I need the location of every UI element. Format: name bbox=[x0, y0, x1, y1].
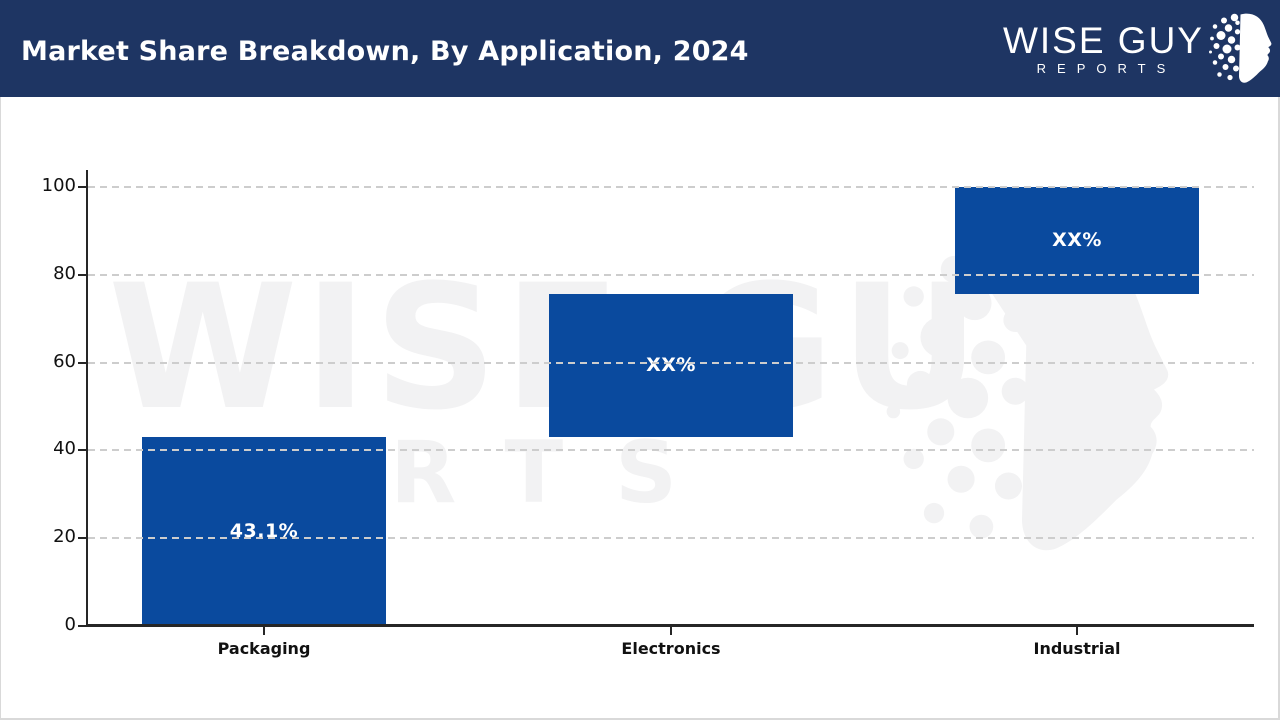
y-tick-label: 20 bbox=[53, 526, 76, 548]
y-tick-mark bbox=[78, 273, 86, 276]
bar-value-label: 43.1% bbox=[229, 520, 299, 543]
y-tick-mark bbox=[78, 625, 86, 627]
header-bar: Market Share Breakdown, By Application, … bbox=[0, 0, 1280, 97]
gridline-60 bbox=[88, 361, 1254, 364]
y-tick-label: 100 bbox=[41, 175, 76, 196]
logo-wordmark: WISE GUY bbox=[1002, 20, 1204, 62]
category-label-electronics: Electronics bbox=[621, 639, 721, 658]
bar-industrial: XX% bbox=[955, 187, 1199, 294]
bar-packaging: 43.1% bbox=[142, 436, 386, 626]
x-tick-mark bbox=[1076, 627, 1078, 635]
y-tick-mark bbox=[78, 537, 86, 540]
y-tick-mark bbox=[78, 361, 86, 364]
logo-face-icon bbox=[1209, 13, 1272, 83]
y-tick-label: 0 bbox=[64, 614, 76, 635]
y-tick-label: 80 bbox=[53, 262, 76, 284]
x-tick-mark bbox=[263, 627, 265, 635]
logo-text: WISE GUY REPORTS bbox=[1002, 20, 1204, 76]
y-tick-label: 40 bbox=[53, 438, 76, 460]
bar-value-label: XX% bbox=[646, 354, 696, 377]
gridline-80 bbox=[88, 273, 1254, 276]
category-label-industrial: Industrial bbox=[1033, 639, 1121, 658]
y-tick-label: 60 bbox=[53, 350, 76, 372]
x-axis-line bbox=[86, 624, 1254, 627]
x-tick-mark bbox=[670, 627, 672, 635]
gridline-40 bbox=[88, 449, 1254, 452]
logo-tagline: REPORTS bbox=[1036, 60, 1177, 76]
bar-electronics: XX% bbox=[549, 293, 793, 437]
page-border-left bbox=[0, 97, 1, 720]
y-axis-line bbox=[86, 170, 88, 627]
gridline-20 bbox=[88, 537, 1254, 540]
page-title: Market Share Breakdown, By Application, … bbox=[21, 36, 749, 67]
wise-guy-reports-logo: WISE GUY REPORTS bbox=[1003, 5, 1272, 93]
page-border-bottom bbox=[0, 718, 1280, 720]
gridline-100 bbox=[88, 186, 1254, 188]
category-label-packaging: Packaging bbox=[217, 639, 311, 658]
y-tick-mark bbox=[78, 186, 86, 188]
bar-value-label: XX% bbox=[1052, 229, 1102, 252]
y-tick-mark bbox=[78, 449, 86, 452]
page-border-right bbox=[1278, 97, 1280, 720]
